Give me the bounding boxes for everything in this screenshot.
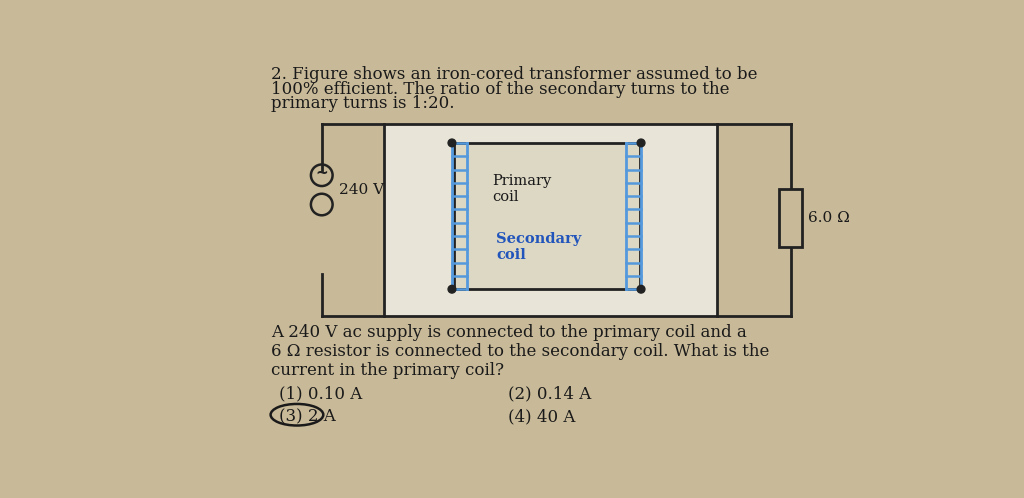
Text: 240 V: 240 V bbox=[339, 183, 384, 197]
Text: (3) 2 A: (3) 2 A bbox=[280, 408, 336, 426]
Text: primary turns is 1:20.: primary turns is 1:20. bbox=[271, 95, 455, 112]
Bar bbox=[779, 189, 802, 247]
Text: (2) 0.14 A: (2) 0.14 A bbox=[508, 385, 591, 402]
Text: 6.0 Ω: 6.0 Ω bbox=[809, 211, 850, 225]
Bar bbox=[454, 143, 640, 289]
Bar bbox=[384, 124, 717, 316]
Text: (1) 0.10 A: (1) 0.10 A bbox=[280, 385, 362, 402]
Circle shape bbox=[449, 285, 456, 293]
Text: ~: ~ bbox=[315, 166, 328, 181]
Text: (4) 40 A: (4) 40 A bbox=[508, 408, 575, 426]
Text: current in the primary coil?: current in the primary coil? bbox=[271, 363, 505, 379]
Text: 6 Ω resistor is connected to the secondary coil. What is the: 6 Ω resistor is connected to the seconda… bbox=[271, 343, 770, 360]
Circle shape bbox=[637, 285, 645, 293]
Circle shape bbox=[637, 139, 645, 147]
Text: Secondary
coil: Secondary coil bbox=[496, 232, 582, 262]
Text: Primary
coil: Primary coil bbox=[493, 174, 552, 204]
Text: A 240 V ac supply is connected to the primary coil and a: A 240 V ac supply is connected to the pr… bbox=[271, 324, 748, 341]
Circle shape bbox=[449, 139, 456, 147]
Text: 100% efficient. The ratio of the secondary turns to the: 100% efficient. The ratio of the seconda… bbox=[271, 81, 730, 98]
Text: 2. Figure shows an iron-cored transformer assumed to be: 2. Figure shows an iron-cored transforme… bbox=[271, 66, 758, 83]
